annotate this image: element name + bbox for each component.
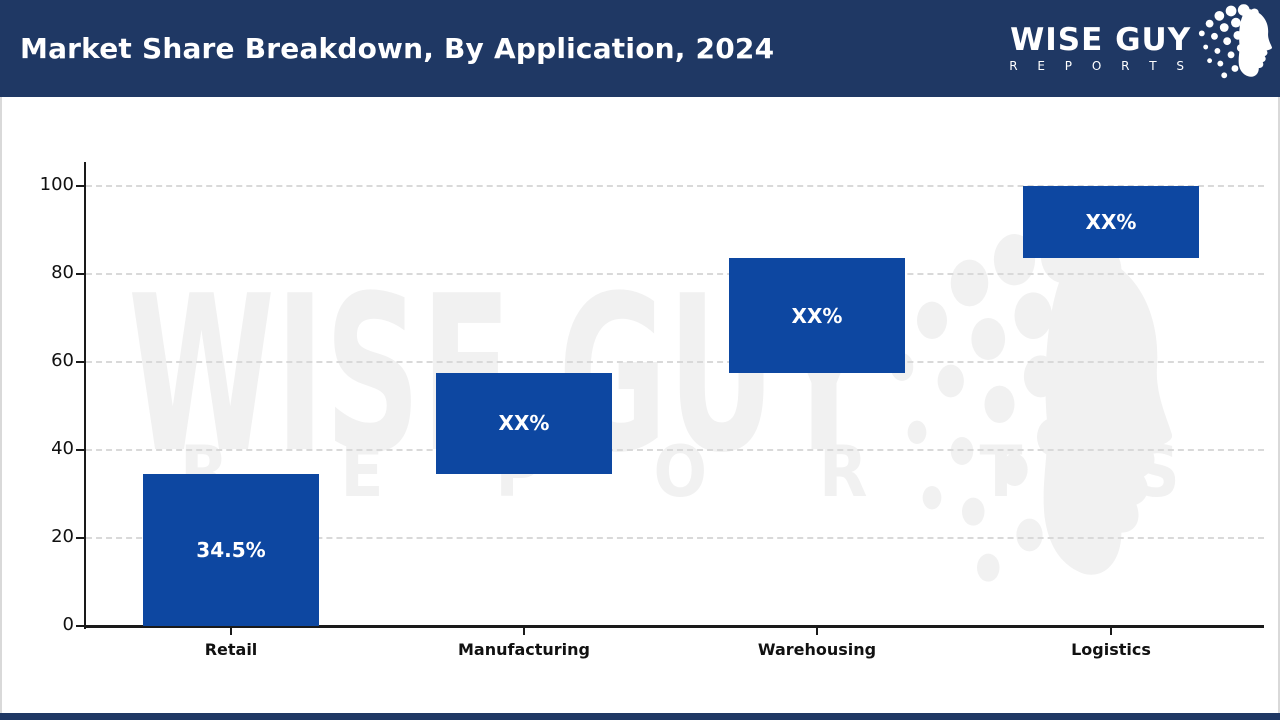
x-tick-mark — [230, 628, 232, 635]
y-tick-label: 100 — [39, 173, 74, 195]
header-bar: Market Share Breakdown, By Application, … — [0, 0, 1280, 97]
left-border — [0, 97, 2, 713]
bar-value-label: XX% — [791, 303, 843, 328]
x-tick-mark — [816, 628, 818, 635]
page-title: Market Share Breakdown, By Application, … — [20, 32, 775, 65]
y-tick-mark — [76, 360, 84, 363]
bar-logistics: XX% — [1023, 185, 1199, 259]
y-tick-label: 40 — [51, 437, 74, 459]
y-tick-label: 0 — [62, 614, 74, 635]
bar-value-label: XX% — [498, 411, 550, 436]
logo-text: WISE GUY R E P O R T S — [1009, 23, 1192, 73]
y-tick-mark — [76, 448, 84, 451]
gridline — [86, 272, 1264, 275]
y-tick-mark — [76, 184, 84, 187]
y-tick-mark — [76, 272, 84, 275]
wise-guy-reports-logo: WISE GUY R E P O R T S — [1009, 4, 1272, 92]
right-border — [1278, 97, 1280, 713]
x-axis-label-manufacturing: Manufacturing — [458, 640, 590, 659]
gridline — [86, 448, 1264, 451]
x-tick-mark — [523, 628, 525, 635]
x-axis — [84, 625, 1264, 628]
bar-manufacturing: XX% — [436, 372, 612, 475]
bar-warehousing: XX% — [729, 258, 905, 373]
bar-retail: 34.5% — [143, 474, 319, 626]
bar-value-label: 34.5% — [196, 538, 266, 563]
x-axis-label-logistics: Logistics — [1071, 640, 1151, 659]
logo-text-sub: R E P O R T S — [1009, 59, 1192, 74]
y-axis — [84, 162, 86, 629]
footer-bar — [0, 713, 1280, 720]
gridline — [86, 184, 1264, 187]
y-tick-label: 80 — [51, 261, 74, 283]
gridline — [86, 360, 1264, 363]
bar-value-label: XX% — [1085, 210, 1137, 235]
wise-guy-head-icon — [1194, 4, 1272, 92]
x-axis-label-warehousing: Warehousing — [757, 640, 877, 659]
logo-text-main: WISE GUY — [1010, 21, 1192, 58]
gridline — [86, 536, 1264, 539]
y-tick-mark — [76, 536, 84, 539]
y-tick-label: 20 — [51, 525, 74, 547]
x-axis-label-retail: Retail — [204, 640, 258, 659]
y-tick-mark — [76, 625, 84, 627]
y-tick-label: 60 — [51, 349, 74, 371]
x-tick-mark — [1110, 628, 1112, 635]
